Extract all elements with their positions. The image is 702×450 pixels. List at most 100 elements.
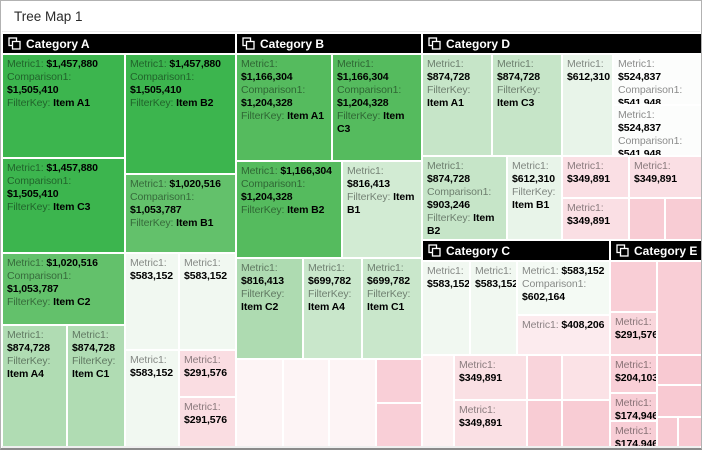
treemap-cell[interactable]: Metric1: $874,728 FilterKey: Item A4: [3, 326, 66, 446]
treemap-cell[interactable]: Metric1: $583,152: [423, 262, 469, 354]
field-value: $874,728: [427, 173, 470, 185]
treemap-cell[interactable]: Metric1: $349,891: [630, 157, 701, 197]
field-label: Metric1:: [615, 359, 652, 371]
treemap-cell[interactable]: Metric1: $874,728 Comparison1: $903,246 Fi…: [423, 157, 506, 239]
treemap-cell[interactable]: Metric1: $291,576: [180, 398, 235, 446]
treemap-cell[interactable]: Metric1: $291,576: [611, 313, 656, 354]
treemap-cell[interactable]: Metric1: $408,206: [518, 316, 609, 354]
treemap-cell[interactable]: Metric1: $1,020,516 Comparison1: $1,053,7…: [3, 254, 124, 324]
cell-field-metric1: Metric1: $699,782: [367, 262, 420, 288]
treemap-cell[interactable]: [658, 356, 701, 384]
treemap-cell[interactable]: Metric1: $524,837 Comparison1: $541,948: [614, 55, 701, 104]
treemap-cell[interactable]: Metric1: $524,837 Comparison1: $541,948: [614, 106, 701, 155]
field-value: $174,946: [615, 410, 656, 420]
field-value: $583,152: [130, 367, 173, 379]
bottom-scroll-strip[interactable]: [2, 446, 700, 448]
treemap-cell[interactable]: [658, 418, 677, 446]
treemap-cell[interactable]: Metric1: $349,891: [563, 157, 628, 197]
treemap-cell[interactable]: Metric1: $174,946: [611, 422, 656, 446]
field-value: $524,837: [618, 71, 661, 83]
treemap-cell[interactable]: [563, 356, 609, 399]
treemap-cell[interactable]: [528, 401, 561, 446]
treemap-cell[interactable]: Metric1: $874,728 FilterKey: Item C1: [68, 326, 124, 446]
treemap-cell[interactable]: [666, 199, 701, 239]
field-value: Item C1: [367, 301, 405, 313]
treemap-cell[interactable]: [284, 360, 328, 446]
treemap-cell[interactable]: Metric1: $583,152: [126, 254, 178, 349]
field-value: Item A4: [7, 368, 44, 380]
treemap-cell[interactable]: Metric1: $349,891: [455, 356, 526, 399]
category-header[interactable]: Category C: [423, 241, 609, 260]
field-value: $349,891: [459, 372, 502, 384]
widget-title: Tree Map 1: [14, 9, 83, 24]
cell-field-filterkey: FilterKey: Item B2: [241, 204, 340, 217]
field-label: FilterKey:: [7, 296, 54, 308]
treemap-cell[interactable]: [377, 360, 421, 402]
field-label: Metric1:: [497, 58, 534, 70]
treemap-cell[interactable]: Metric1: $612,310 FilterKey: Item B1: [508, 157, 561, 239]
field-value: $1,457,880: [46, 162, 98, 174]
treemap-cell[interactable]: Metric1: $1,457,880 Comparison1: $1,505,4…: [3, 55, 124, 157]
treemap-cell[interactable]: Metric1: $583,152: [126, 351, 178, 446]
cell-field-metric1: Metric1: $1,457,880: [7, 58, 123, 71]
treemap-cell[interactable]: Metric1: $174,946: [611, 394, 656, 420]
category-header[interactable]: Category B: [237, 34, 421, 53]
treemap-cell[interactable]: Metric1: $1,166,304 Comparison1: $1,204,3…: [237, 162, 341, 257]
treemap-cell[interactable]: Metric1: $699,782 FilterKey: Item C1: [363, 259, 421, 358]
treemap-cell[interactable]: Metric1: $816,413 FilterKey: Item C2: [237, 259, 302, 358]
treemap-cell[interactable]: Metric1: $583,152: [180, 254, 235, 349]
treemap-cell[interactable]: Metric1: $1,166,304 Comparison1: $1,204,3…: [237, 55, 331, 160]
cell-field-metric1: Metric1: $291,576: [184, 354, 234, 380]
field-value: Item B2: [427, 212, 495, 237]
cell-field-metric1: Metric1: $1,457,880: [130, 58, 234, 71]
treemap-cell[interactable]: Metric1: $349,891: [563, 199, 628, 239]
treemap-cell[interactable]: Metric1: $583,152 Comparison1: $602,164: [518, 262, 609, 314]
treemap-cell[interactable]: [423, 356, 453, 446]
treemap-cell[interactable]: [563, 401, 609, 446]
field-label: Metric1:: [567, 58, 604, 70]
treemap-cell[interactable]: Metric1: $699,782 FilterKey: Item A4: [304, 259, 361, 358]
treemap-cell[interactable]: Metric1: $349,891: [455, 401, 526, 446]
treemap-cell[interactable]: [658, 386, 701, 416]
treemap-cell[interactable]: Metric1: $874,728 FilterKey: Item A1: [423, 55, 491, 155]
field-value: Item C2: [241, 301, 279, 313]
field-label: Metric1:: [72, 329, 109, 341]
cell-field-metric1: Metric1: $1,166,304: [337, 58, 420, 84]
category-header[interactable]: Category A: [3, 34, 235, 53]
category-header[interactable]: Category E: [611, 241, 701, 260]
treemap-cell[interactable]: Metric1: $1,457,880 Comparison1: $1,505,4…: [126, 55, 235, 173]
treemap-cell[interactable]: [330, 360, 375, 446]
field-value: $583,152: [427, 278, 469, 290]
treemap-cell[interactable]: [658, 262, 701, 354]
treemap-cell[interactable]: Metric1: $816,413 FilterKey: Item B1: [343, 162, 421, 257]
field-value: Item B1: [176, 217, 214, 229]
field-value: $1,053,787: [130, 204, 182, 216]
field-label: Metric1:: [615, 397, 652, 409]
treemap-cell[interactable]: Metric1: $291,576: [180, 351, 235, 396]
treemap-cell[interactable]: Metric1: $1,166,304 Comparison1: $1,204,3…: [333, 55, 421, 160]
field-label: Metric1:: [7, 329, 44, 341]
treemap-cell[interactable]: Metric1: $1,020,516 Comparison1: $1,053,7…: [126, 175, 235, 252]
treemap-cell[interactable]: [630, 199, 664, 239]
field-value: Item A1: [287, 110, 325, 122]
treemap-cell[interactable]: Metric1: $204,103: [611, 356, 656, 392]
field-label: Metric1:: [634, 160, 671, 172]
treemap-cell[interactable]: Metric1: $612,310: [563, 55, 612, 155]
treemap-cell[interactable]: [377, 404, 421, 446]
treemap-cell[interactable]: Metric1: $583,152: [471, 262, 516, 354]
treemap-cell[interactable]: [611, 262, 656, 311]
cell-field-filterkey: FilterKey: Item A1: [241, 110, 330, 123]
field-label: Metric1:: [7, 58, 47, 70]
treemap-cell[interactable]: [679, 418, 701, 446]
treemap-cell[interactable]: [237, 360, 282, 446]
treemap-cell[interactable]: Metric1: $1,457,880 Comparison1: $1,505,4…: [3, 159, 124, 252]
field-value: $699,782: [367, 275, 410, 287]
category-header-label: Category E: [634, 243, 698, 258]
treemap-cell[interactable]: [528, 356, 561, 399]
field-value: Item C1: [72, 368, 110, 380]
field-value: $408,206: [561, 319, 605, 331]
category-header[interactable]: Category D: [423, 34, 701, 53]
treemap-cell[interactable]: Metric1: $874,728 FilterKey: Item C3: [493, 55, 561, 155]
field-label: Metric1:: [618, 109, 655, 121]
